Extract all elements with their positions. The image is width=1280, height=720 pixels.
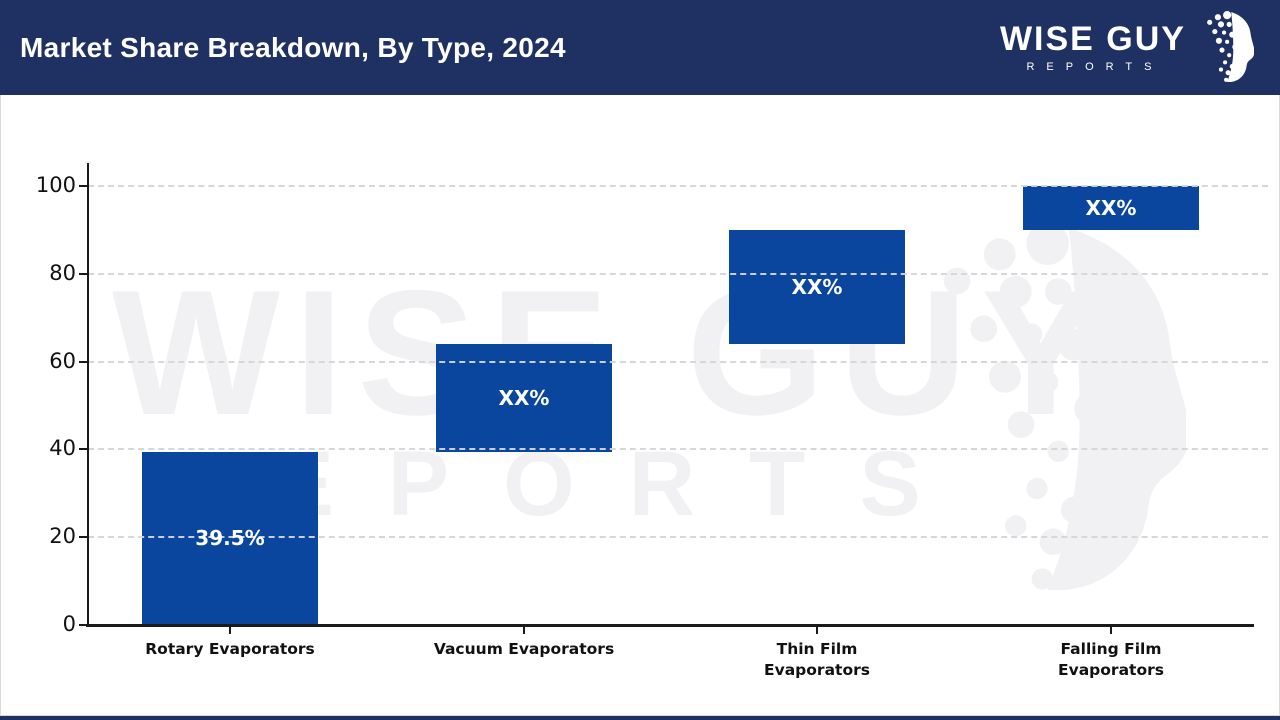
- bar-falling-film-evaporators: [1023, 186, 1199, 230]
- y-tick-mark: [79, 624, 87, 626]
- gridline-60: [88, 360, 1268, 363]
- x-category-label: Thin Film Evaporators: [764, 640, 870, 679]
- x-category-label: Rotary Evaporators: [145, 640, 315, 658]
- y-tick-mark: [79, 536, 87, 539]
- y-tick-mark: [79, 185, 87, 187]
- logo-subtitle: REPORTS: [1026, 61, 1164, 73]
- y-tick-label: 100: [35, 173, 76, 197]
- x-tick-mark: [816, 627, 818, 634]
- gridline-40: [88, 448, 1268, 451]
- logo-name: WISE GUY: [999, 20, 1186, 58]
- y-tick-label: 80: [49, 260, 76, 285]
- wiseguy-logo: WISE GUY REPORTS: [1000, 10, 1254, 86]
- x-tick-mark: [523, 627, 525, 634]
- bar-rotary-evaporators: [142, 451, 318, 625]
- logo-head-icon: [1207, 10, 1254, 82]
- y-tick-label: 40: [49, 436, 76, 461]
- bar-value-label: XX%: [498, 385, 550, 410]
- chart-title: Market Share Breakdown, By Type, 2024: [20, 31, 566, 63]
- y-axis-line: [87, 163, 89, 627]
- x-axis-line: [86, 624, 1254, 627]
- header: Market Share Breakdown, By Type, 2024 WI…: [0, 0, 1280, 95]
- gridline-80: [88, 272, 1268, 275]
- bar-value-label: 39.5%: [195, 526, 265, 551]
- gridline-20: [88, 536, 1268, 539]
- x-category-label: Falling Film Evaporators: [1058, 640, 1164, 679]
- y-tick-label: 0: [62, 612, 76, 636]
- x-tick-mark: [229, 627, 231, 634]
- y-tick-mark: [79, 448, 87, 451]
- gridline-100: [88, 185, 1268, 187]
- logo-wordmark: WISE GUY REPORTS: [1000, 22, 1186, 73]
- bar-value-label: XX%: [791, 274, 843, 299]
- x-category-label: Vacuum Evaporators: [433, 640, 615, 658]
- footer-bar: [0, 716, 1280, 720]
- y-tick-label: 60: [49, 348, 76, 373]
- y-tick-label: 20: [49, 524, 76, 549]
- bar-thin-film-evaporators: [729, 229, 905, 345]
- y-tick-mark: [79, 360, 87, 363]
- x-tick-mark: [1110, 627, 1112, 634]
- y-tick-mark: [79, 272, 87, 275]
- watermark-head-icon: [943, 222, 1186, 591]
- bar-value-label: XX%: [1085, 195, 1137, 220]
